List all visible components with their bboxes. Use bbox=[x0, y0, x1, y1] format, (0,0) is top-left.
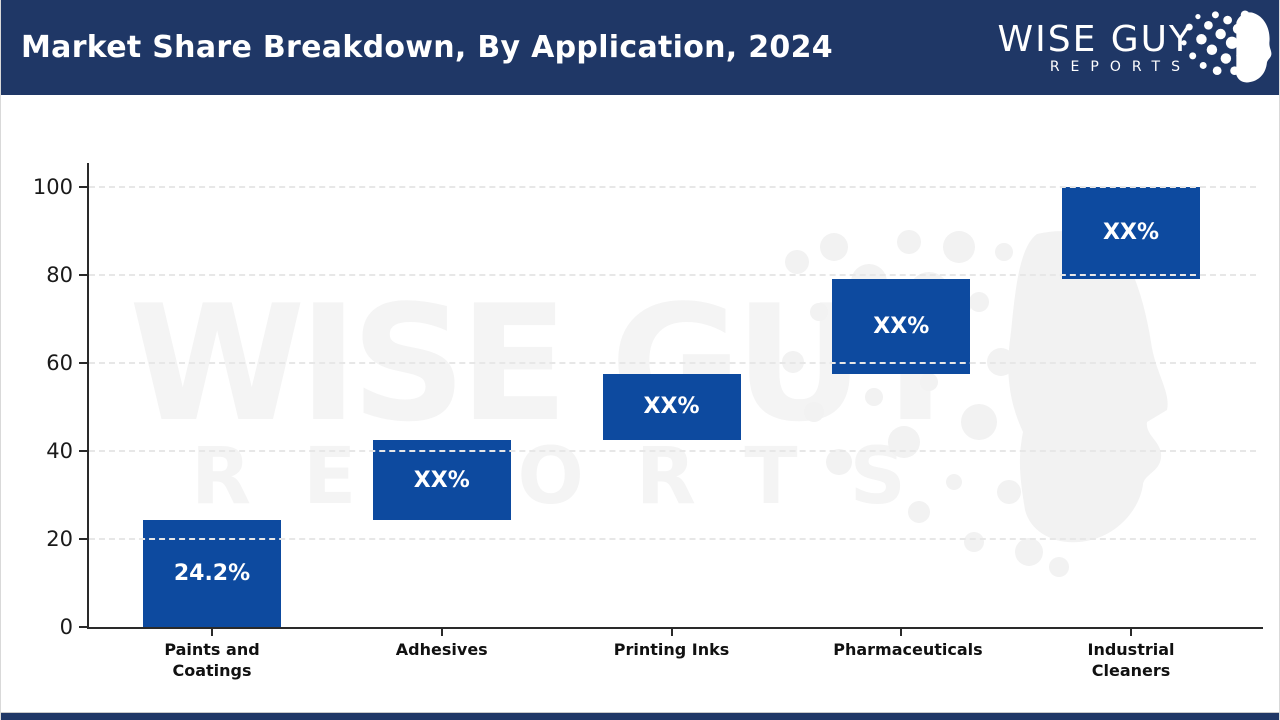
bar-value-label: XX% bbox=[643, 394, 700, 420]
y-gridline bbox=[89, 537, 1256, 540]
y-axis-tick bbox=[79, 273, 89, 276]
y-axis-tick-label: 20 bbox=[46, 526, 73, 551]
bar bbox=[1062, 186, 1200, 279]
bar bbox=[602, 373, 741, 440]
brand-subtitle: REPORTS bbox=[1049, 59, 1191, 76]
y-axis-tick bbox=[79, 626, 89, 628]
x-axis-tick bbox=[1130, 628, 1132, 636]
bar bbox=[372, 439, 511, 521]
x-axis-category-label: Industrial Cleaners bbox=[1087, 640, 1175, 680]
x-axis-category-label: Adhesives bbox=[395, 640, 488, 659]
brand-name: WISE GUY bbox=[997, 18, 1193, 60]
footer-bar bbox=[1, 712, 1279, 720]
bar-value-label: XX% bbox=[873, 313, 930, 339]
watermark-face-icon bbox=[782, 230, 1168, 577]
x-axis-tick bbox=[670, 628, 673, 636]
y-axis-tick bbox=[79, 537, 89, 540]
brand-wordmark: WISE GUY REPORTS bbox=[997, 18, 1194, 76]
header-bar: Market Share Breakdown, By Application, … bbox=[1, 0, 1279, 95]
bar-value-label: 24.2% bbox=[173, 561, 251, 587]
x-axis-tick bbox=[211, 628, 213, 636]
watermark-subtitle: REPORTS bbox=[191, 432, 958, 522]
y-gridline bbox=[89, 273, 1256, 276]
y-gridline bbox=[89, 449, 1256, 452]
y-axis-tick-label: 60 bbox=[46, 350, 73, 375]
y-axis-tick-label: 80 bbox=[46, 262, 73, 287]
x-axis-line bbox=[87, 627, 1263, 629]
y-axis-tick bbox=[79, 449, 89, 452]
chart-title: Market Share Breakdown, By Application, … bbox=[21, 30, 833, 65]
x-axis-tick bbox=[900, 628, 903, 636]
y-axis-tick bbox=[79, 361, 89, 364]
y-axis-tick-label: 40 bbox=[46, 438, 73, 463]
x-axis-category-label: Pharmaceuticals bbox=[833, 640, 983, 659]
bar-value-label: XX% bbox=[413, 467, 470, 493]
x-axis-category-label: Printing Inks bbox=[613, 640, 730, 659]
bar-value-label: XX% bbox=[1103, 220, 1159, 246]
x-axis-tick bbox=[440, 628, 443, 636]
bar bbox=[832, 279, 971, 374]
y-axis-tick-label: 100 bbox=[32, 174, 73, 199]
brand-face-icon bbox=[1181, 10, 1272, 83]
x-axis-category-label: Paints and Coatings bbox=[164, 640, 260, 680]
y-axis-tick-label: 0 bbox=[59, 615, 73, 639]
brand-logo: WISE GUY REPORTS bbox=[998, 4, 1274, 92]
y-axis-line bbox=[87, 163, 89, 629]
y-gridline bbox=[89, 361, 1256, 364]
y-axis-tick bbox=[79, 185, 89, 188]
y-gridline bbox=[89, 185, 1256, 188]
